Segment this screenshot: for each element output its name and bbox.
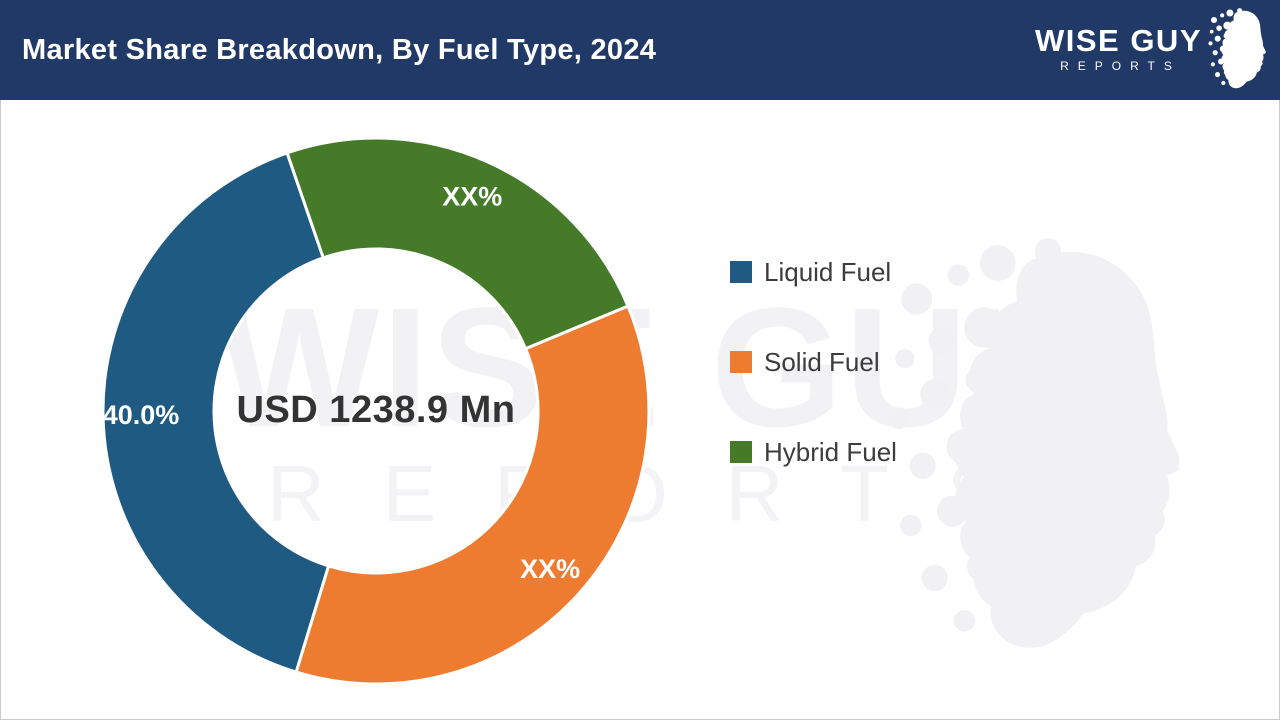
legend-label: Hybrid Fuel <box>764 437 897 467</box>
brand-name: WISE GUY <box>1034 22 1202 58</box>
header-bar: Market Share Breakdown, By Fuel Type, 20… <box>0 0 1280 100</box>
legend-swatch-icon <box>730 351 752 373</box>
brand-subtitle: REPORTS <box>1060 58 1181 73</box>
brand-face-icon <box>1208 8 1266 89</box>
chart-legend: Liquid Fuel Solid Fuel Hybrid Fuel <box>730 258 897 466</box>
donut-segment-hybrid-fuel[interactable] <box>285 136 630 351</box>
segment-label-liquid-fuel: 40.0% <box>103 400 180 430</box>
segment-label-solid-fuel: XX% <box>520 554 580 584</box>
legend-swatch-icon <box>730 441 752 463</box>
watermark-text-primary: WISE GUY <box>219 273 1086 463</box>
donut-center-value: USD 1238.9 Mn <box>236 389 516 431</box>
page-title: Market Share Breakdown, By Fuel Type, 20… <box>22 33 657 66</box>
legend-item-liquid-fuel[interactable]: Liquid Fuel <box>730 258 897 286</box>
legend-label: Solid Fuel <box>764 347 880 377</box>
chart-card: WISE GUY REPORTS 40.0% XX% XX% USD 1238.9 … <box>0 100 1280 720</box>
legend-item-solid-fuel[interactable]: Solid Fuel <box>730 348 897 376</box>
donut-chart: 40.0% XX% XX% <box>101 136 651 686</box>
watermark-face-icon <box>888 238 1179 648</box>
brand-logo-text: WISE GUY REPORTS <box>1034 22 1202 73</box>
legend-swatch-icon <box>730 261 752 283</box>
segment-label-hybrid-fuel: XX% <box>442 182 502 212</box>
donut-segment-liquid-fuel[interactable] <box>101 150 331 674</box>
donut-segment-solid-fuel[interactable] <box>294 304 651 686</box>
brand-logo: WISE GUY REPORTS <box>1035 6 1266 90</box>
legend-item-hybrid-fuel[interactable]: Hybrid Fuel <box>730 438 897 466</box>
legend-label: Liquid Fuel <box>764 257 892 287</box>
